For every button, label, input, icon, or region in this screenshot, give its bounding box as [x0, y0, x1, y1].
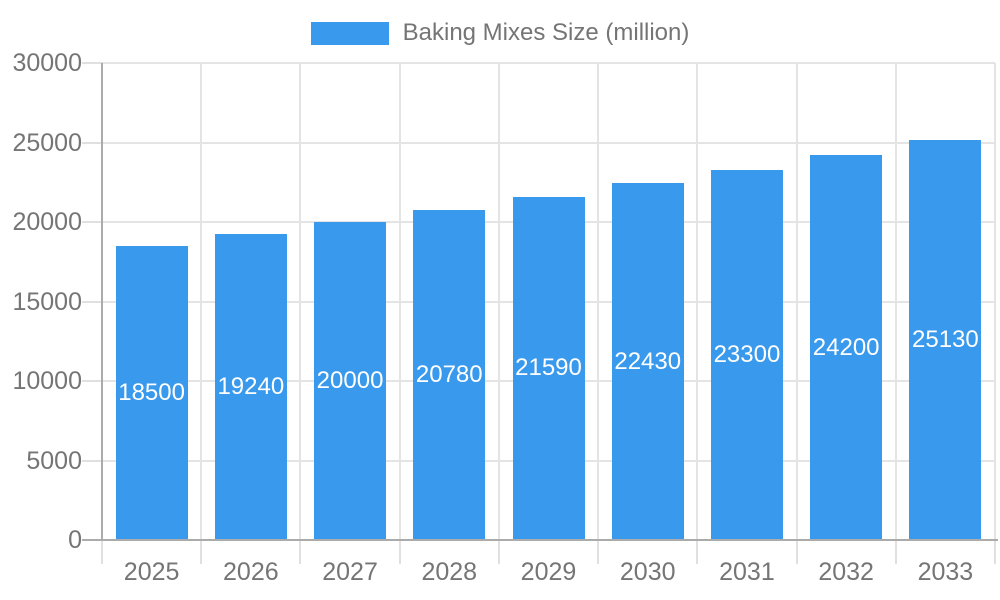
bar-value-label: 22430	[614, 347, 682, 375]
bar-value-label: 20780	[415, 360, 483, 388]
y-axis-line	[101, 63, 103, 540]
bar[interactable]: 22430	[611, 183, 684, 540]
gridline-v	[200, 63, 203, 540]
bar[interactable]: 23300	[710, 169, 783, 540]
gridline-v	[795, 63, 798, 540]
bar-value-label: 20000	[316, 367, 384, 394]
y-tick-label: 5000	[26, 446, 82, 475]
y-tick-label: 10000	[12, 367, 82, 395]
y-tick	[82, 380, 102, 382]
bar-value-label: 25130	[912, 326, 979, 354]
x-tick	[101, 540, 103, 564]
y-tick	[82, 221, 102, 223]
gridline-v	[696, 63, 699, 540]
y-tick-label: 0	[68, 526, 82, 554]
legend-swatch	[310, 21, 389, 45]
y-tick-label: 20000	[12, 208, 82, 236]
gridline-v	[497, 63, 500, 540]
x-tick	[994, 540, 996, 564]
bar-value-label: 24200	[812, 333, 880, 361]
bar[interactable]: 21590	[512, 196, 585, 540]
legend[interactable]: Baking Mixes Size (million)	[0, 20, 1000, 46]
x-axis-line	[82, 539, 998, 541]
x-tick-label: 2033	[917, 558, 974, 586]
legend-label: Baking Mixes Size (million)	[402, 19, 690, 46]
bar-value-label: 21590	[515, 354, 582, 382]
bar[interactable]: 20780	[413, 209, 486, 540]
x-tick-label: 2025	[123, 558, 180, 586]
gridline-h	[102, 141, 995, 144]
bar[interactable]: 19240	[214, 234, 287, 540]
x-tick	[398, 540, 401, 564]
bar-value-label: 23300	[713, 340, 781, 368]
x-tick	[696, 540, 699, 564]
y-tick-label: 25000	[12, 128, 82, 157]
y-tick	[82, 62, 102, 64]
gridline-v	[994, 63, 996, 540]
gridline-v	[597, 63, 600, 540]
x-tick	[299, 540, 302, 564]
x-tick-label: 2031	[719, 558, 775, 586]
bar[interactable]: 20000	[314, 222, 387, 540]
bar[interactable]: 25130	[909, 140, 982, 540]
plot-area: 18500 19240 20000 20780 21590 22430 23300 24200…	[102, 62, 996, 540]
x-tick	[894, 540, 897, 564]
x-tick-label: 2030	[619, 558, 676, 586]
x-tick-label: 2029	[520, 558, 577, 586]
x-tick	[497, 540, 500, 564]
x-tick-label: 2027	[322, 558, 378, 586]
y-tick	[82, 459, 102, 462]
gridline-v	[894, 63, 897, 540]
gridline-h	[102, 62, 995, 64]
bar-value-label: 18500	[118, 378, 185, 406]
y-tick	[82, 141, 102, 144]
y-tick-label: 30000	[12, 49, 82, 77]
x-tick-label: 2032	[818, 558, 874, 586]
x-tick	[597, 540, 600, 564]
gridline-v	[398, 63, 401, 540]
x-tick	[200, 540, 203, 564]
bar[interactable]: 24200	[810, 155, 883, 540]
y-tick-label: 15000	[12, 287, 82, 316]
x-tick	[795, 540, 798, 564]
y-tick	[82, 300, 102, 303]
gridline-v	[299, 63, 302, 540]
bar-value-label: 19240	[217, 373, 285, 401]
bar[interactable]: 18500	[115, 245, 188, 540]
x-tick-label: 2026	[223, 558, 279, 586]
x-tick-label: 2028	[421, 558, 478, 586]
